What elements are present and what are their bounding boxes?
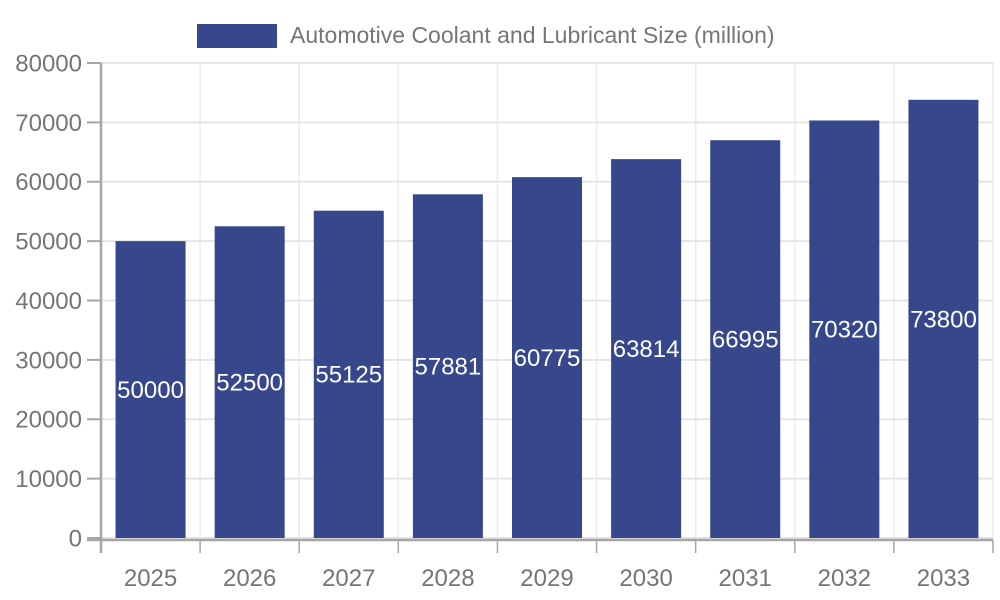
legend: Automotive Coolant and Lubricant Size (m… [0,0,1000,60]
bar [710,140,781,538]
x-tick-label: 2029 [520,565,573,592]
bar-value-label: 70320 [811,317,878,344]
bar [214,226,285,538]
y-tick-label: 30000 [15,347,82,374]
bar [908,99,979,538]
y-tick-label: 60000 [15,169,82,196]
bar-value-label: 52500 [216,370,283,397]
x-tick-label: 2031 [719,565,772,592]
y-tick-label: 20000 [15,407,82,434]
x-tick-label: 2030 [619,565,672,592]
bar [512,177,582,538]
bar [115,241,186,538]
bar [412,194,483,539]
y-tick-label: 40000 [15,288,82,315]
x-tick-label: 2026 [223,565,276,592]
bar-value-label: 73800 [910,306,977,333]
y-tick-label: 50000 [15,229,82,256]
legend-swatch [197,24,277,48]
y-tick-label: 10000 [15,466,82,493]
bar [611,159,682,538]
bar-value-label: 55125 [315,362,382,389]
bar-value-label: 60775 [514,345,581,372]
bar-value-label: 66995 [712,327,779,354]
bar-value-label: 50000 [117,377,184,404]
x-tick-label: 2025 [124,565,177,592]
bar-value-label: 57881 [415,354,482,381]
bar-value-label: 63814 [613,336,680,363]
bar [809,120,880,538]
x-tick-label: 2028 [421,565,474,592]
y-tick-label: 0 [69,525,82,552]
legend-label: Automotive Coolant and Lubricant Size (m… [290,22,775,48]
bar [313,210,384,538]
x-tick-label: 2032 [818,565,871,592]
y-tick-label: 80000 [15,50,82,77]
x-tick-label: 2027 [322,565,375,592]
y-tick-label: 70000 [15,110,82,137]
x-tick-label: 2033 [917,565,970,592]
